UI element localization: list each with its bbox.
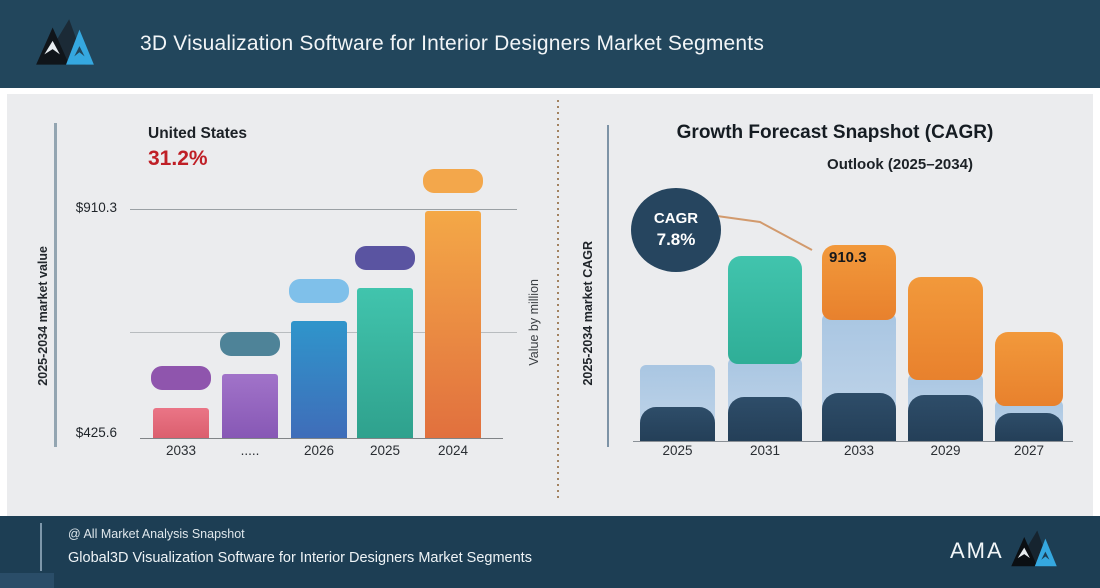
footer-bar: @ All Market Analysis Snapshot Global3D …: [0, 516, 1100, 588]
left-x-axis-line: [140, 438, 503, 439]
x-tick-label: 2025: [662, 443, 693, 458]
ama-logo-icon: [36, 19, 94, 65]
bar-.....: [222, 374, 278, 438]
y-tick-bottom: $425.6: [75, 425, 117, 440]
x-tick-label: 2027: [1013, 443, 1045, 458]
right-y-axis-title: 2025-2034 market CAGR: [581, 240, 595, 386]
x-tick-label: 2033: [843, 443, 875, 458]
segment-navy-2029: [908, 395, 983, 441]
panel-divider: [557, 100, 559, 500]
cagr-badge-label: CAGR: [653, 210, 699, 227]
left-y-axis-line: [54, 123, 57, 447]
x-tick-label: 2033: [165, 443, 197, 458]
x-tick-label: 2024: [437, 443, 469, 458]
bar-cap-.....: [220, 332, 280, 356]
bar-cap-2033: [151, 366, 211, 390]
value-by-million-label: Value by million: [527, 278, 541, 366]
segment-navy-2025: [640, 407, 715, 441]
x-tick-label: 2026: [303, 443, 335, 458]
region-highlight-value: 31.2%: [148, 147, 208, 170]
header-bar: 3D Visualization Software for Interior D…: [0, 0, 1100, 88]
segment-teal-2031: [728, 256, 802, 364]
right-chart-title: Growth Forecast Snapshot (CAGR): [676, 122, 994, 143]
main-area: [0, 88, 1100, 516]
footer-divider-line: [40, 523, 42, 571]
left-y-axis-title: 2025-2034 market value: [36, 246, 50, 386]
y-tick-top: $910.3: [75, 200, 117, 215]
bar-cap-2025: [355, 246, 415, 270]
cagr-badge: CAGR 7.8%: [631, 188, 721, 272]
segment-orange-2029: [908, 277, 983, 380]
badge-connector-line: [716, 215, 813, 251]
region-label: United States: [148, 125, 248, 142]
bar-2026: [291, 321, 347, 438]
footer-credit: @ All Market Analysis Snapshot: [68, 527, 245, 541]
bar-cap-2026: [289, 279, 349, 303]
bar-value-label: 910.3: [829, 249, 867, 266]
cagr-badge-value: 7.8%: [656, 229, 696, 249]
right-chart-subtitle: Outlook (2025–2034): [827, 156, 973, 173]
right-y-axis-line: [607, 125, 609, 447]
gridline-top: [130, 209, 517, 210]
footer-caption: Global3D Visualization Software for Inte…: [68, 550, 532, 566]
segment-navy-2031: [728, 397, 802, 441]
x-tick-label: 2025: [369, 443, 401, 458]
footer-ama-logo-icon: [1011, 530, 1057, 567]
bar-2033: [153, 408, 209, 438]
bar-2024: [425, 211, 481, 438]
page-title: 3D Visualization Software for Interior D…: [140, 32, 765, 55]
segment-orange-2027: [995, 332, 1063, 406]
segment-orange-2033: [822, 245, 896, 320]
footer-corner-accent: [0, 573, 54, 588]
segment-navy-2027: [995, 413, 1063, 441]
bar-cap-2024: [423, 169, 483, 193]
segment-navy-2033: [822, 393, 896, 441]
bar-2025: [357, 288, 413, 438]
right-x-axis-line: [633, 441, 1073, 442]
x-tick-label: 2031: [749, 443, 781, 458]
x-tick-label: .....: [240, 443, 260, 458]
footer-brand-text: AMA: [950, 538, 1004, 563]
x-tick-label: 2029: [930, 443, 961, 458]
